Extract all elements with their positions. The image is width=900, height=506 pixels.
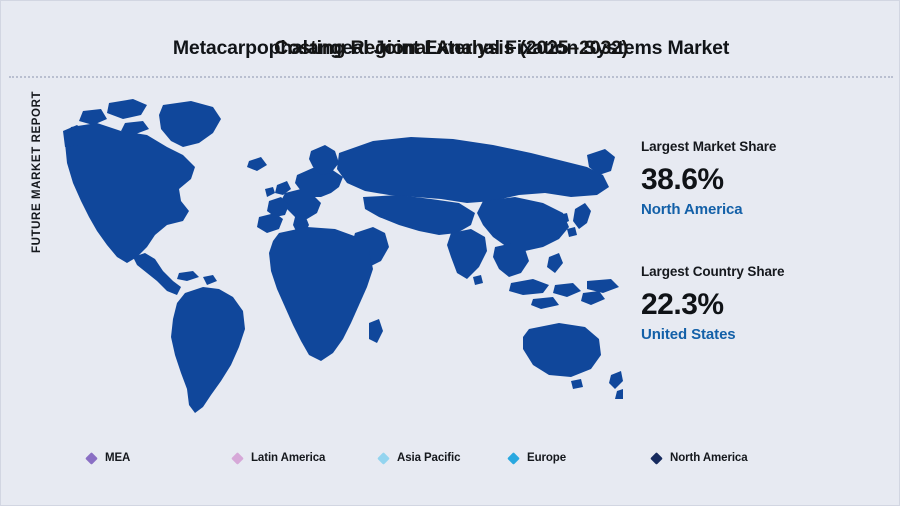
title-divider (9, 76, 893, 78)
legend-item-latin-america[interactable]: Latin America (231, 448, 326, 468)
stats-panel: Largest Market Share 38.6% North America… (641, 139, 881, 389)
legend-item-asia-pacific[interactable]: Asia Pacific (377, 448, 461, 468)
legend-diamond-icon (507, 451, 520, 465)
stat-value: 22.3% (641, 288, 724, 321)
legend-diamond-icon (85, 451, 98, 465)
page-title-secondary: Costing Regional Analysis (2025–2032) (274, 37, 628, 59)
map-legend: MEA Latin America Asia Pacific Europe No… (85, 448, 787, 468)
stat-largest-market-share: Largest Market Share 38.6% North America (641, 139, 881, 218)
stat-label: Largest Country Share (641, 264, 785, 279)
world-map (63, 97, 623, 417)
legend-diamond-icon (377, 451, 390, 465)
brand-vertical-label: FUTURE MARKET REPORT (31, 90, 43, 253)
legend-label: Asia Pacific (397, 452, 461, 464)
legend-label: Latin America (251, 452, 326, 464)
legend-label: MEA (105, 452, 131, 464)
page-title-primary: Metacarpophalangeal Joint External Fixat… (172, 37, 730, 59)
legend-item-north-america[interactable]: North America (650, 448, 748, 468)
legend-label: Europe (527, 452, 567, 464)
header: Metacarpophalangeal Joint External Fixat… (1, 1, 900, 78)
legend-diamond-icon (650, 451, 663, 465)
map-land-paths (63, 99, 623, 413)
legend-item-mea[interactable]: MEA (85, 448, 131, 468)
legend-diamond-icon (231, 451, 244, 465)
legend-item-europe[interactable]: Europe (507, 448, 567, 468)
stat-largest-country-share: Largest Country Share 22.3% United State… (641, 264, 881, 343)
stat-region: United States (641, 326, 736, 343)
stat-region: North America (641, 201, 743, 218)
world-map-svg (63, 99, 623, 413)
stat-value: 38.6% (641, 163, 724, 196)
legend-label: North America (670, 452, 748, 464)
stat-label: Largest Market Share (641, 139, 777, 154)
